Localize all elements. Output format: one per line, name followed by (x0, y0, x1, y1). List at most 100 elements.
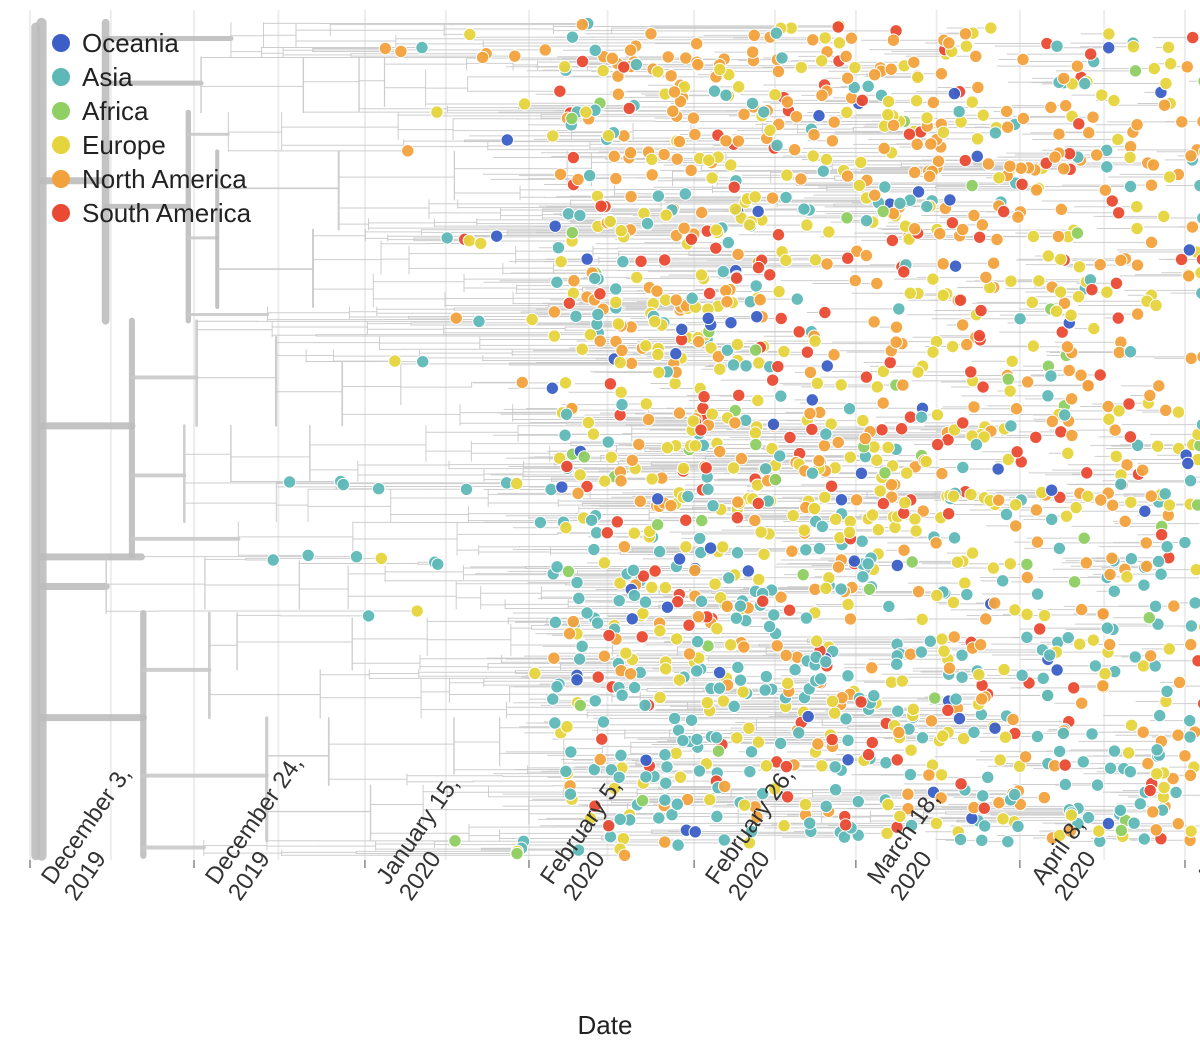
leaf-node (842, 734, 854, 746)
leaf-node (904, 287, 916, 299)
leaf-node (882, 441, 894, 453)
leaf-node (1106, 195, 1118, 207)
leaf-node (727, 462, 739, 474)
leaf-node (786, 545, 798, 557)
leaf-node (702, 483, 714, 495)
leaf-node (760, 760, 772, 772)
leaf-node (951, 556, 963, 568)
leaf-node (592, 671, 604, 683)
leaf-node (547, 130, 559, 142)
leaf-node (686, 292, 698, 304)
leaf-node (906, 556, 918, 568)
leaf-node (658, 254, 670, 266)
leaf-node (910, 525, 922, 537)
leaf-node (819, 32, 831, 44)
leaf-node (890, 336, 902, 348)
leaf-node (395, 45, 407, 57)
leaf-node (594, 753, 606, 765)
leaf-node (1062, 447, 1074, 459)
leaf-node (1182, 270, 1194, 282)
legend-item: Asia (52, 60, 251, 94)
leaf-node (772, 360, 784, 372)
leaf-node (819, 491, 831, 503)
leaf-node (554, 168, 566, 180)
leaf-node (724, 639, 736, 651)
leaf-node (871, 277, 883, 289)
leaf-node (734, 674, 746, 686)
leaf-node (1094, 258, 1106, 270)
leaf-node (905, 744, 917, 756)
leaf-node (1145, 236, 1157, 248)
leaf-node (689, 440, 701, 452)
leaf-node (826, 135, 838, 147)
leaf-node (818, 440, 830, 452)
leaf-node (866, 509, 878, 521)
leaf-node (1066, 429, 1078, 441)
leaf-node (490, 230, 502, 242)
leaf-node (691, 665, 703, 677)
leaf-node (713, 445, 725, 457)
leaf-node (612, 88, 624, 100)
leaf-node (640, 398, 652, 410)
leaf-node (1114, 804, 1126, 816)
leaf-node (617, 255, 629, 267)
leaf-node (1150, 824, 1162, 836)
leaf-node (832, 561, 844, 573)
leaf-node (1073, 261, 1085, 273)
leaf-node (908, 223, 920, 235)
leaf-node (560, 408, 572, 420)
leaf-node (654, 691, 666, 703)
leaf-node (1059, 99, 1071, 111)
leaf-node (606, 52, 618, 64)
leaf-node (1150, 299, 1162, 311)
leaf-node (753, 573, 765, 585)
leaf-node (551, 681, 563, 693)
leaf-node (1103, 413, 1115, 425)
leaf-node (679, 188, 691, 200)
leaf-node (704, 794, 716, 806)
leaf-node (640, 754, 652, 766)
leaf-node (778, 345, 790, 357)
leaf-node (560, 521, 572, 533)
leaf-node (1124, 766, 1136, 778)
leaf-node (844, 613, 856, 625)
leaf-node (1155, 528, 1167, 540)
leaf-node (717, 265, 729, 277)
x-axis-title: Date (578, 1010, 633, 1041)
leaf-node (925, 138, 937, 150)
leaf-node (556, 481, 568, 493)
leaf-node (625, 357, 637, 369)
leaf-node (798, 203, 810, 215)
leaf-node (695, 424, 707, 436)
leaf-node (804, 407, 816, 419)
leaf-node (689, 128, 701, 140)
leaf-node (362, 610, 374, 622)
leaf-node (1063, 364, 1075, 376)
leaf-node (640, 771, 652, 783)
leaf-node (860, 371, 872, 383)
leaf-node (930, 537, 942, 549)
leaf-node (526, 313, 538, 325)
leaf-node (678, 222, 690, 234)
leaf-node (771, 640, 783, 652)
leaf-node (1108, 745, 1120, 757)
leaf-node (563, 297, 575, 309)
leaf-node (708, 85, 720, 97)
leaf-node (971, 133, 983, 145)
leaf-node (935, 769, 947, 781)
leaf-node (978, 802, 990, 814)
leaf-node (1077, 756, 1089, 768)
leaf-node (685, 164, 697, 176)
leaf-node (659, 836, 671, 848)
leaf-node (974, 638, 986, 650)
leaf-node (1173, 676, 1185, 688)
leaf-node (1124, 151, 1136, 163)
leaf-node (1172, 729, 1184, 741)
leaf-node (1185, 352, 1197, 364)
leaf-node (1119, 515, 1131, 527)
leaf-node (1004, 160, 1016, 172)
leaf-node (966, 179, 978, 191)
leaf-node (840, 50, 852, 62)
leaf-node (738, 641, 750, 653)
leaf-node (555, 255, 567, 267)
